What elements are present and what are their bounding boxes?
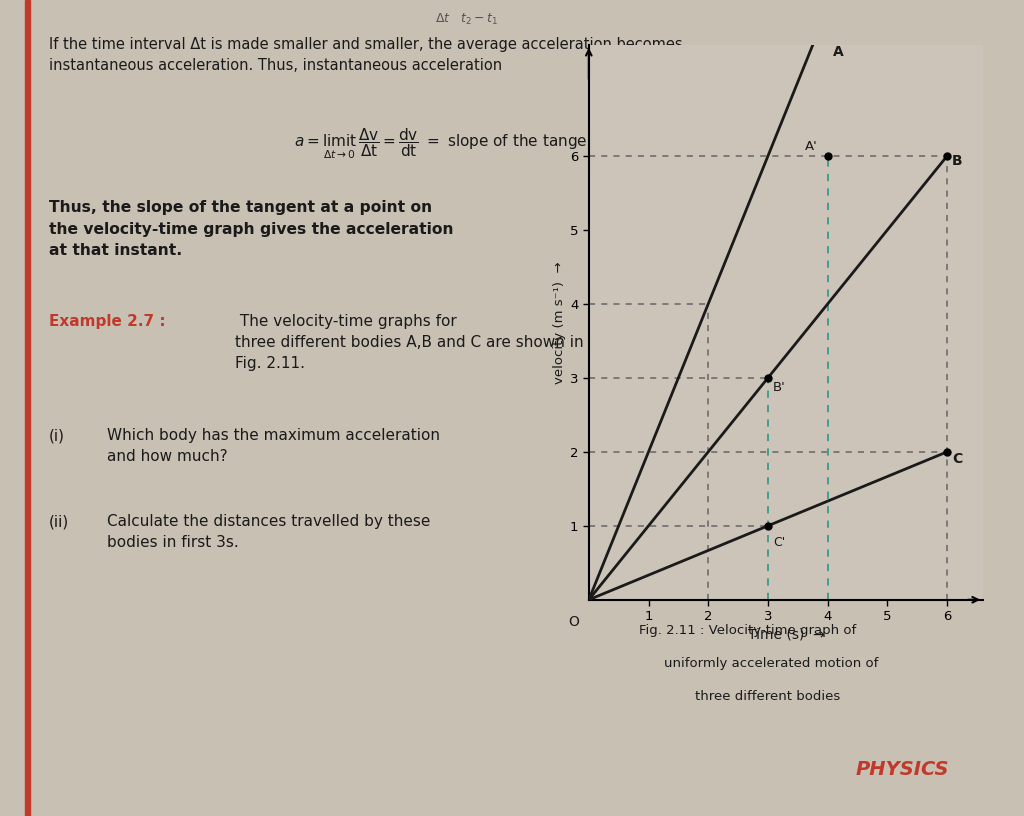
Text: PHYSICS: PHYSICS bbox=[856, 761, 949, 779]
Text: Fig. 2.11 : Velocity-time graph of: Fig. 2.11 : Velocity-time graph of bbox=[639, 624, 856, 637]
Text: $a = \underset{\Delta t \to 0}{\rm limit}\,\dfrac{\Delta v}{\Delta t}= \dfrac{dv: $a = \underset{\Delta t \to 0}{\rm limit… bbox=[294, 126, 710, 161]
Text: Which body has the maximum acceleration
and how much?: Which body has the maximum acceleration … bbox=[106, 428, 439, 464]
Y-axis label: velocity (m s⁻¹)  →: velocity (m s⁻¹) → bbox=[553, 261, 565, 384]
Text: (i): (i) bbox=[49, 428, 65, 443]
Text: C: C bbox=[952, 452, 963, 466]
Bar bbox=[26, 0, 30, 816]
Text: Example 2.7 :: Example 2.7 : bbox=[49, 314, 166, 329]
Text: The velocity-time graphs for
three different bodies A,B and C are shown in
Fig. : The velocity-time graphs for three diffe… bbox=[236, 314, 584, 371]
Text: O: O bbox=[568, 614, 579, 628]
Text: (ii): (ii) bbox=[49, 514, 69, 529]
X-axis label: Time (s)  →: Time (s) → bbox=[748, 628, 824, 641]
Text: C': C' bbox=[773, 536, 785, 549]
Text: three different bodies: three different bodies bbox=[694, 690, 840, 703]
Text: B: B bbox=[952, 153, 963, 168]
Text: uniformly accelerated motion of: uniformly accelerated motion of bbox=[665, 657, 879, 670]
Text: B': B' bbox=[773, 381, 785, 394]
Text: Calculate the distances travelled by these
bodies in first 3s.: Calculate the distances travelled by the… bbox=[106, 514, 430, 550]
Text: A': A' bbox=[805, 140, 818, 153]
Text: If the time interval Δt is made smaller and smaller, the average acceleration be: If the time interval Δt is made smaller … bbox=[49, 37, 682, 73]
Text: Thus, the slope of the tangent at a point on
the velocity-time graph gives the a: Thus, the slope of the tangent at a poin… bbox=[49, 200, 454, 258]
Text: A: A bbox=[833, 45, 843, 59]
Text: $\Delta t \quad t_2 - t_1$: $\Delta t \quad t_2 - t_1$ bbox=[435, 12, 498, 28]
